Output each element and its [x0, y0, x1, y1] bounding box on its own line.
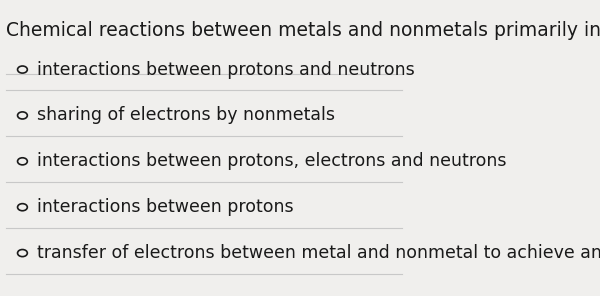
Text: interactions between protons, electrons and neutrons: interactions between protons, electrons … [37, 152, 506, 170]
Text: Chemical reactions between metals and nonmetals primarily involve: Chemical reactions between metals and no… [6, 21, 600, 40]
Text: sharing of electrons by nonmetals: sharing of electrons by nonmetals [37, 107, 335, 124]
Text: transfer of electrons between metal and nonmetal to achieve an octet: transfer of electrons between metal and … [37, 244, 600, 262]
Text: interactions between protons and neutrons: interactions between protons and neutron… [37, 61, 415, 78]
Text: interactions between protons: interactions between protons [37, 198, 293, 216]
